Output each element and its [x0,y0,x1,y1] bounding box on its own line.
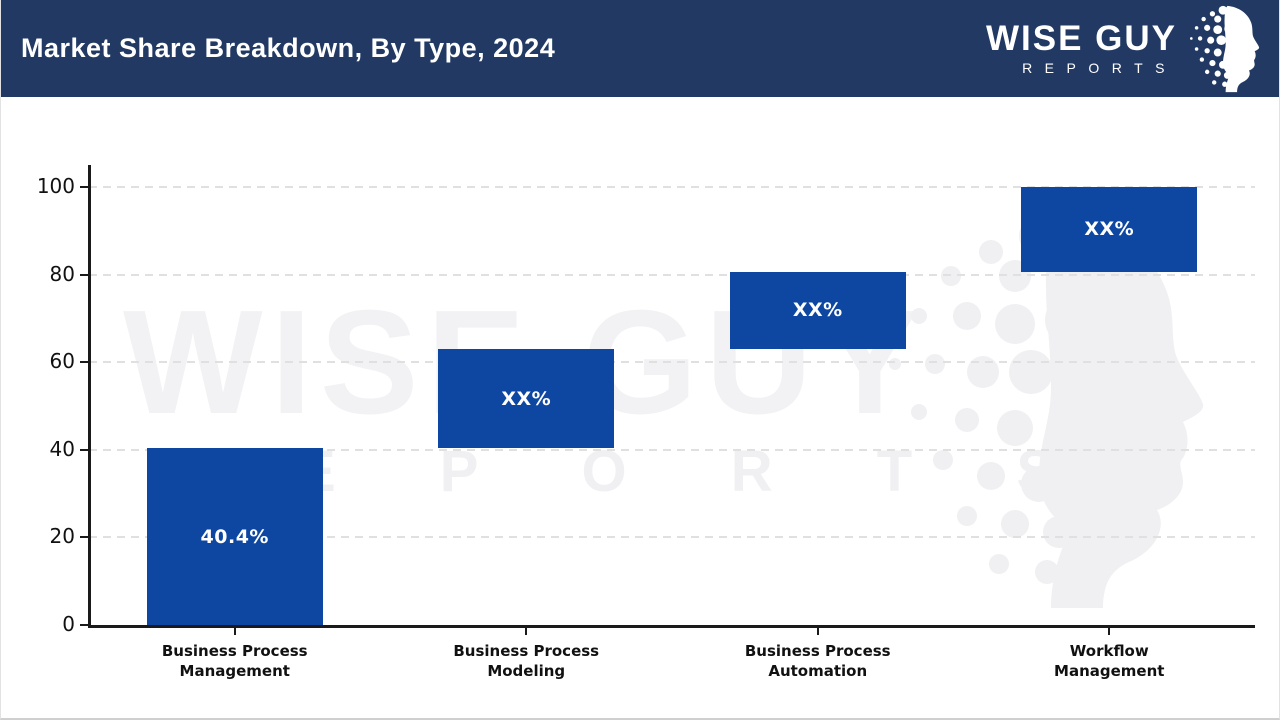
bar-value-label: 40.4% [200,525,269,548]
bar-value-label: XX% [501,387,552,410]
y-tick-label: 100 [36,174,75,198]
logo-wordmark: WISE GUY [985,18,1177,58]
x-category-label: Business Process Management [161,642,308,680]
x-category-label: Business Process Modeling [453,642,600,680]
header-bar: Market Share Breakdown, By Type, 2024 WI… [1,0,1279,97]
y-tick-label: 40 [49,436,75,461]
y-tick [80,273,88,276]
y-tick [80,186,88,188]
x-tick [525,627,528,635]
bar: 40.4% [146,448,323,625]
y-gridline [89,536,1255,539]
x-category-label: Business Process Automation [744,642,891,680]
x-tick [816,627,819,635]
brand-logo: WISE GUY REPORTS [986,5,1267,93]
logo-head-icon [1190,5,1260,92]
y-tick-label: 60 [49,349,75,374]
chart-title: Market Share Breakdown, By Type, 2024 [21,33,556,63]
bar: XX% [438,349,615,449]
y-tick-label: 0 [62,612,75,636]
y-tick-label: 20 [49,524,75,549]
bar-value-label: XX% [1084,218,1135,241]
x-axis-line [88,625,1255,628]
y-gridline [89,448,1255,451]
y-tick [80,361,88,364]
y-gridline [89,273,1255,276]
y-tick [80,536,88,539]
x-tick [1108,627,1111,635]
x-tick [233,627,236,635]
y-gridline [89,186,1255,188]
y-tick-label: 80 [49,261,75,286]
bar: XX% [1021,187,1198,272]
y-tick [80,448,88,451]
bar: XX% [729,271,906,350]
x-category-label: Workflow Management [1054,642,1165,680]
bar-value-label: XX% [792,299,843,322]
y-tick [80,624,88,626]
y-gridline [89,361,1255,364]
logo-subtitle: REPORTS [1022,59,1177,76]
y-axis-line [88,165,91,627]
